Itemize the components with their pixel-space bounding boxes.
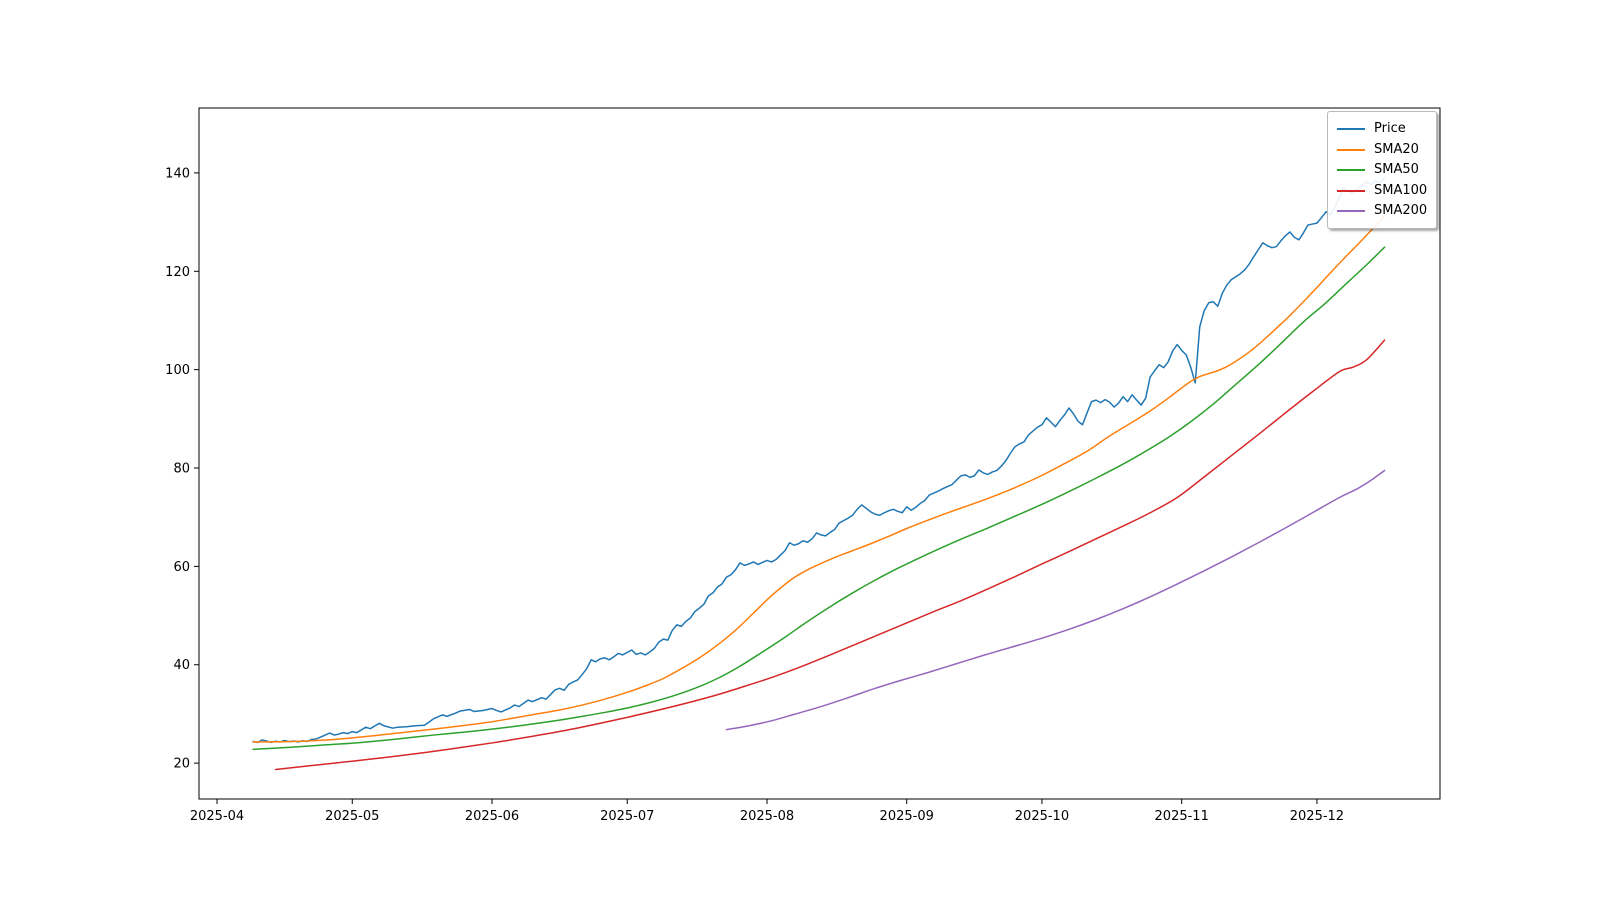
series-group bbox=[252, 177, 1386, 771]
legend-line-sample-sma100 bbox=[1337, 189, 1365, 192]
plot-area-border bbox=[198, 107, 1441, 800]
x-tick-label: 2025-07 bbox=[600, 809, 654, 824]
series-line-sma100 bbox=[274, 339, 1386, 771]
legend-item-sma100: SMA100 bbox=[1337, 181, 1427, 202]
legend-line-sample-sma20 bbox=[1337, 148, 1365, 151]
legend-label: Price bbox=[1374, 121, 1406, 136]
legend-label: SMA100 bbox=[1374, 182, 1428, 198]
legend-line-sample-sma200 bbox=[1337, 210, 1365, 213]
x-tick-label: 2025-08 bbox=[740, 809, 794, 824]
series-line-price bbox=[252, 177, 1386, 744]
y-tick-label: 40 bbox=[173, 658, 190, 673]
x-tick-label: 2025-11 bbox=[1155, 809, 1209, 824]
x-tick-label: 2025-06 bbox=[465, 809, 519, 824]
x-tick-label: 2025-09 bbox=[880, 809, 934, 824]
x-tick-label: 2025-12 bbox=[1290, 809, 1344, 824]
legend-item-sma50: SMA50 bbox=[1337, 160, 1427, 181]
legend-line-sample-price bbox=[1337, 128, 1365, 131]
y-tick-label: 120 bbox=[165, 265, 190, 280]
legend: Price SMA20 SMA50 SMA100 SMA200 bbox=[1327, 111, 1438, 229]
legend-label: SMA50 bbox=[1374, 162, 1419, 177]
y-tick-label: 140 bbox=[165, 166, 190, 181]
x-tick-label: 2025-05 bbox=[325, 809, 379, 824]
series-line-sma200 bbox=[725, 469, 1386, 731]
legend-item-sma20: SMA20 bbox=[1337, 140, 1427, 161]
legend-item-price: Price bbox=[1337, 119, 1427, 140]
series-line-sma50 bbox=[252, 246, 1386, 751]
x-tick-label: 2025-10 bbox=[1015, 809, 1069, 824]
x-axis: 2025-04 2025-05 2025-06 2025-07 2025-08 2025-… bbox=[190, 799, 1344, 824]
y-tick-label: 20 bbox=[173, 757, 190, 772]
legend-label: SMA200 bbox=[1374, 203, 1428, 218]
y-tick-label: 60 bbox=[173, 560, 190, 575]
series-line-sma20 bbox=[252, 215, 1386, 743]
y-axis: 20 40 60 80 100 120 140 bbox=[165, 166, 199, 772]
x-tick-label: 2025-04 bbox=[190, 809, 244, 824]
legend-item-sma200: SMA200 bbox=[1337, 201, 1427, 222]
y-tick-label: 100 bbox=[165, 363, 190, 378]
y-tick-label: 80 bbox=[173, 462, 190, 477]
legend-line-sample-sma50 bbox=[1337, 169, 1365, 172]
legend-label: SMA20 bbox=[1374, 141, 1419, 157]
